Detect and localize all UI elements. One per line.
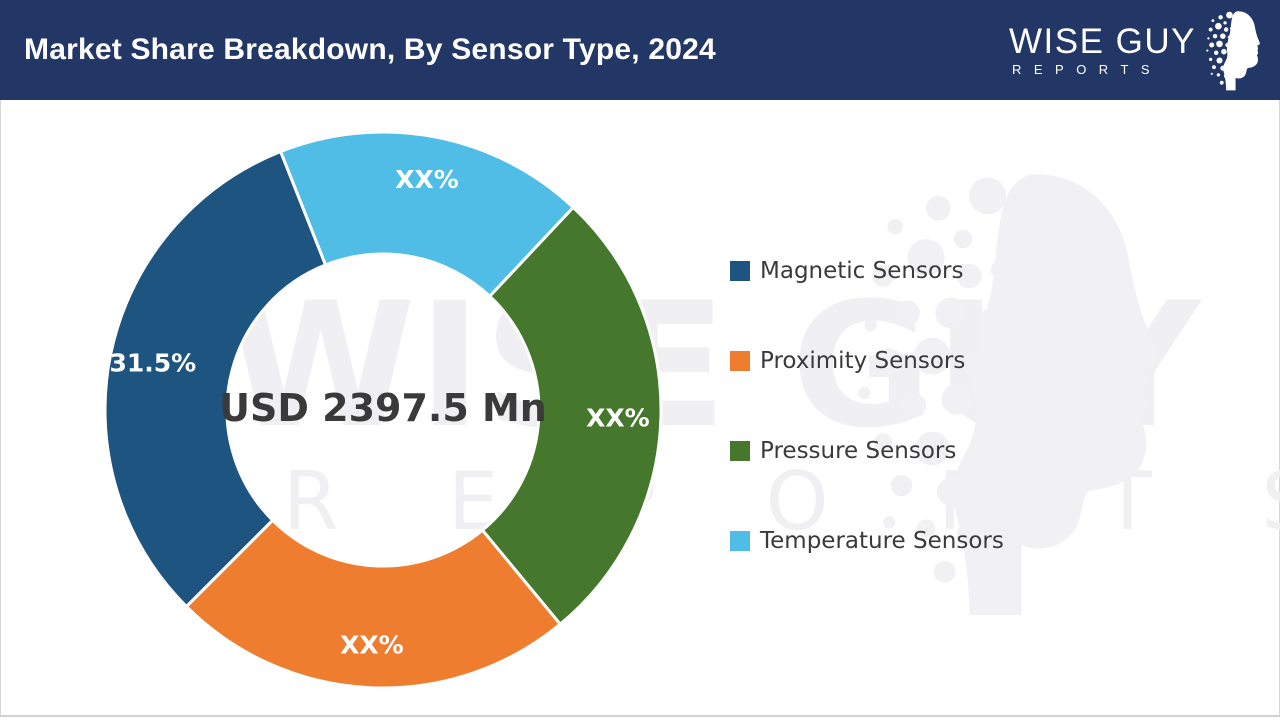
legend-label: Magnetic Sensors: [760, 258, 964, 284]
head-profile-icon: [1204, 8, 1266, 92]
wise-guy-reports-logo: WISE GUY REPORTS: [1009, 8, 1266, 92]
header-bar: Market Share Breakdown, By Sensor Type, …: [0, 0, 1280, 100]
legend-label: Pressure Sensors: [760, 438, 957, 464]
legend-item-proximity-sensors: Proximity Sensors: [730, 336, 1004, 386]
logo-text: WISE GUY REPORTS: [1009, 24, 1196, 76]
donut-segment-temperature-sensors: [278, 130, 576, 299]
slice-share-label: XX%: [586, 403, 650, 432]
logo-wordmark: WISE GUY: [1008, 22, 1196, 61]
page-title: Market Share Breakdown, By Sensor Type, …: [24, 33, 716, 66]
donut-center-value: USD 2397.5 Mn: [219, 386, 547, 430]
legend-item-magnetic-sensors: Magnetic Sensors: [730, 246, 1004, 296]
legend-swatch-proximity: [730, 351, 750, 371]
legend-swatch-magnetic: [730, 261, 750, 281]
slice-share-label: XX%: [340, 631, 404, 660]
donut-segment-proximity-sensors: [184, 518, 563, 690]
legend-swatch-pressure: [730, 441, 750, 461]
chart-area: WISE GUY R E P O R T S 31.5% XX% XX% XX% US…: [0, 100, 1280, 717]
donut-segment-magnetic-sensors: [103, 149, 328, 609]
donut-chart: 31.5% XX% XX% XX%: [103, 130, 663, 690]
slice-share-label: XX%: [395, 165, 459, 194]
legend-item-pressure-sensors: Pressure Sensors: [730, 426, 1004, 476]
legend-label: Proximity Sensors: [760, 348, 966, 374]
legend-label: Temperature Sensors: [760, 528, 1004, 554]
logo-subtitle: REPORTS: [1011, 62, 1163, 77]
slice-share-label: 31.5%: [110, 348, 197, 377]
chart-legend: Magnetic Sensors Proximity Sensors Press…: [730, 246, 1004, 606]
legend-item-temperature-sensors: Temperature Sensors: [730, 516, 1004, 566]
donut-segment-pressure-sensors: [480, 205, 663, 627]
legend-swatch-temperature: [730, 531, 750, 551]
